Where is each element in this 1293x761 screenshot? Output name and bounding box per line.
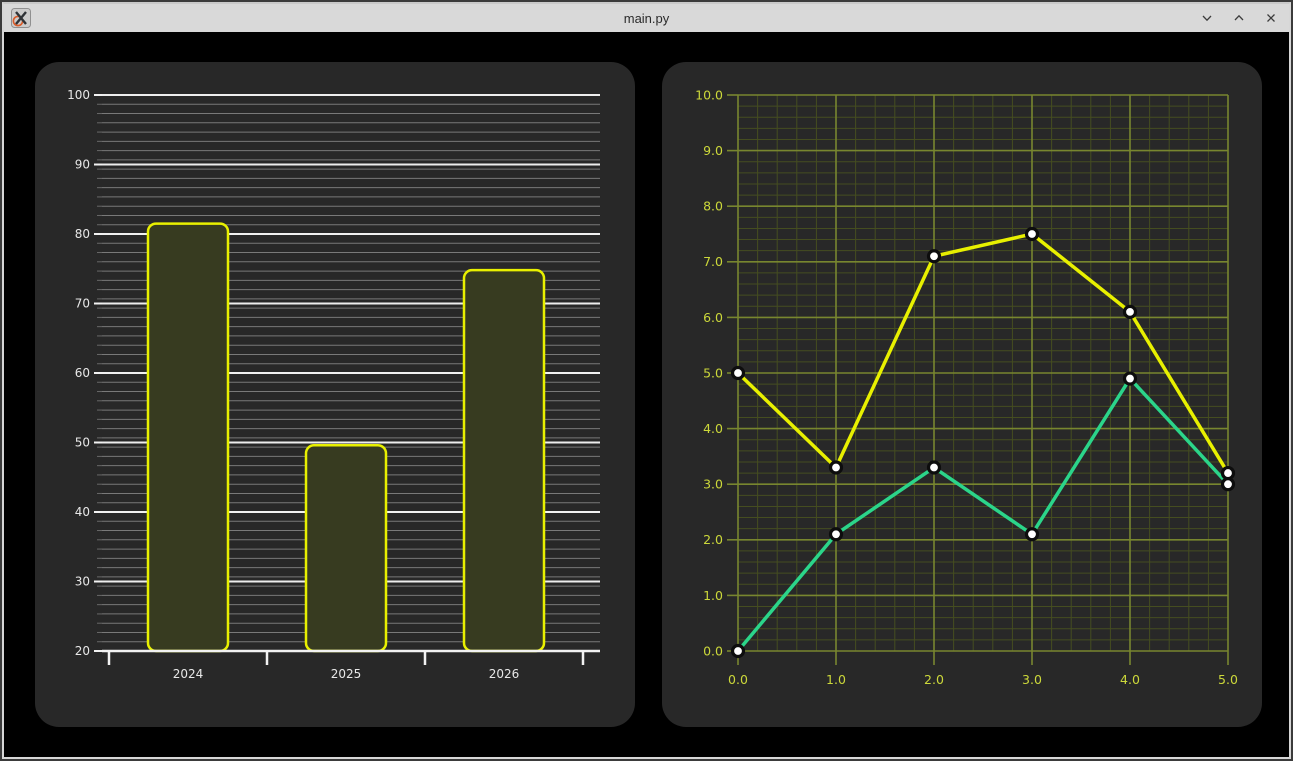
svg-text:80: 80	[75, 227, 90, 241]
svg-text:90: 90	[75, 158, 90, 172]
bar-chart-card: 20 30 40 50 60 70 80 90 100 2024 2025 2026	[35, 62, 635, 727]
svg-text:6.0: 6.0	[703, 310, 723, 325]
chevron-down-icon	[1202, 15, 1212, 22]
svg-text:100: 100	[67, 88, 90, 102]
window-title: main.py	[623, 10, 670, 26]
svg-text:7.0: 7.0	[703, 254, 723, 269]
svg-text:0.0: 0.0	[728, 672, 748, 687]
svg-text:9.0: 9.0	[703, 143, 723, 158]
svg-text:4.0: 4.0	[1120, 672, 1140, 687]
svg-text:0.0: 0.0	[703, 643, 723, 658]
window-controls	[1199, 4, 1279, 32]
svg-text:20: 20	[75, 644, 90, 658]
svg-text:40: 40	[75, 505, 90, 519]
line-chart-card: 0.0 1.0 2.0 3.0 4.0 5.0 0.0 1.0 2.0 3.0 4.0 5.0 6.0 7…	[662, 62, 1262, 727]
svg-text:70: 70	[75, 297, 90, 311]
svg-text:3.0: 3.0	[1022, 672, 1042, 687]
svg-text:2026: 2026	[489, 667, 520, 681]
titlebar[interactable]: main.py	[4, 4, 1289, 32]
bar-chart-svg: 20 30 40 50 60 70 80 90 100 2024 2025 2026	[67, 88, 600, 681]
svg-text:2.0: 2.0	[703, 532, 723, 547]
line-chart-svg: 0.0 1.0 2.0 3.0 4.0 5.0 0.0 1.0 2.0 3.0 4.0 5.0 6.0 7…	[695, 87, 1238, 687]
svg-text:2025: 2025	[331, 667, 362, 681]
minimize-button[interactable]	[1199, 10, 1215, 26]
svg-text:10.0: 10.0	[695, 87, 723, 102]
svg-text:60: 60	[75, 366, 90, 380]
svg-text:5.0: 5.0	[703, 365, 723, 380]
svg-text:1.0: 1.0	[703, 588, 723, 603]
svg-text:30: 30	[75, 575, 90, 589]
svg-text:5.0: 5.0	[1218, 672, 1238, 687]
xorg-logo-icon[interactable]	[10, 7, 32, 29]
maximize-button[interactable]	[1231, 10, 1247, 26]
svg-text:50: 50	[75, 436, 90, 450]
close-button[interactable]	[1263, 10, 1279, 26]
chevron-up-icon	[1234, 14, 1244, 21]
svg-text:4.0: 4.0	[703, 421, 723, 436]
svg-text:2.0: 2.0	[924, 672, 944, 687]
window-content: 20 30 40 50 60 70 80 90 100 2024 2025 2026 0.0 1.0 2.…	[4, 32, 1289, 757]
close-icon	[1267, 14, 1275, 22]
svg-text:3.0: 3.0	[703, 477, 723, 492]
svg-text:8.0: 8.0	[703, 199, 723, 214]
svg-text:1.0: 1.0	[826, 672, 846, 687]
svg-text:2024: 2024	[173, 667, 204, 681]
